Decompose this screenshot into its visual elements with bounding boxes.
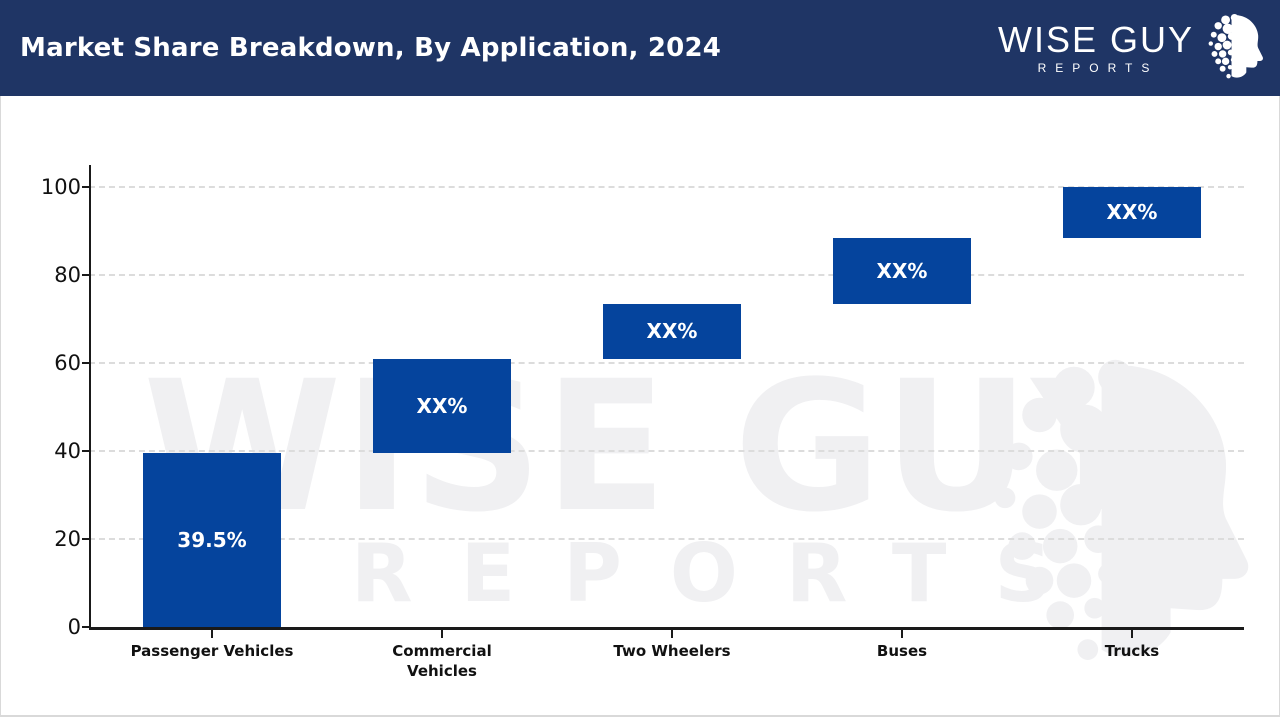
logo-head-icon (1208, 13, 1263, 79)
bar-commercial-vehicles: XX% (373, 358, 511, 454)
bar-passenger-vehicles: 39.5% (143, 453, 281, 627)
plot-area: 0 20 40 60 80 100 39.5% Passenger Vehicles XX% Co… (1, 96, 1279, 715)
gridline-100 (89, 186, 1244, 188)
y-tick-label-100: 100 (40, 175, 81, 199)
x-tick-mark-trucks (1131, 630, 1133, 638)
x-axis-line (89, 627, 1244, 630)
x-category-label-commercial-vehicles: Commercial Vehicles (392, 642, 492, 681)
bar-value-label-buses: XX% (876, 258, 928, 283)
chart-canvas: WISE GUY REPORTS 0 20 40 60 80 100 39.5% Passen… (0, 96, 1280, 717)
header-bar: Market Share Breakdown, By Application, … (0, 0, 1280, 96)
bar-two-wheelers: XX% (603, 303, 741, 359)
logo-wordmark: WISE GUY (997, 18, 1194, 60)
y-tick-mark-80 (82, 274, 89, 276)
y-tick-label-80: 80 (54, 263, 81, 287)
logo-subtext: REPORTS (1037, 60, 1159, 75)
x-tick-mark-commercial-vehicles (441, 630, 443, 638)
x-tick-mark-two-wheelers (671, 630, 673, 638)
bar-value-label-commercial-vehicles: XX% (416, 393, 468, 418)
gridline-80 (89, 274, 1244, 276)
x-category-label-buses: Buses (876, 642, 928, 660)
gridline-40 (89, 450, 1244, 452)
y-tick-label-20: 20 (54, 527, 81, 551)
watermark-wordmark: WISE GUY (143, 343, 1165, 552)
wise-guy-logo: WISE GUY REPORTS (998, 8, 1280, 88)
y-tick-label-40: 40 (54, 439, 81, 463)
watermark-head-icon (994, 359, 1249, 660)
x-category-label-passenger-vehicles: Passenger Vehicles (130, 642, 294, 660)
y-tick-mark-40 (82, 450, 89, 452)
x-tick-mark-passenger-vehicles (211, 630, 213, 638)
x-category-label-two-wheelers: Two Wheelers (613, 642, 731, 660)
bar-trucks: XX% (1063, 187, 1201, 238)
y-tick-mark-60 (82, 362, 89, 364)
y-tick-mark-0 (82, 626, 89, 628)
bar-value-label-two-wheelers: XX% (646, 319, 698, 344)
gridline-60 (89, 362, 1244, 364)
x-category-label-trucks: Trucks (1104, 642, 1160, 660)
gridline-20 (89, 538, 1244, 540)
y-tick-mark-100 (82, 186, 89, 188)
x-tick-mark-buses (901, 630, 903, 638)
y-tick-mark-20 (82, 538, 89, 540)
y-axis-line (89, 165, 91, 629)
logo-text: WISE GUY REPORTS (997, 18, 1194, 75)
page-title: Market Share Breakdown, By Application, … (20, 33, 722, 63)
y-tick-label-60: 60 (54, 351, 81, 375)
bar-buses: XX% (833, 237, 971, 304)
bar-value-label-trucks: XX% (1106, 200, 1158, 225)
watermark-subtext: REPORTS (351, 527, 1101, 620)
bar-value-label-passenger-vehicles: 39.5% (177, 528, 247, 553)
y-tick-label-0: 0 (67, 615, 81, 639)
